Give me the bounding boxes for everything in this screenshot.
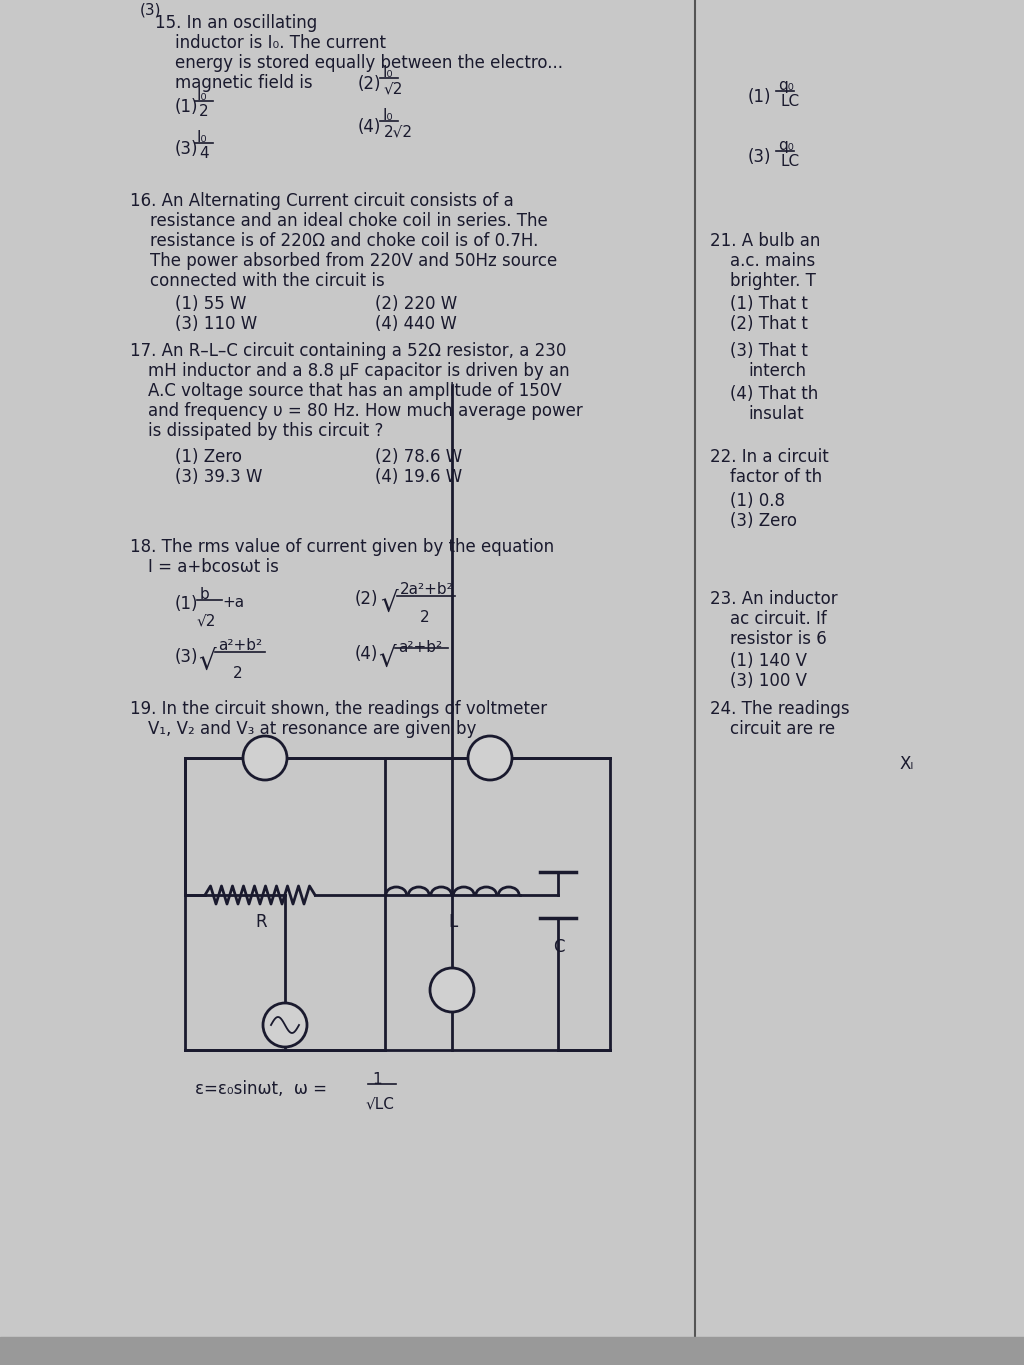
Text: a²+b²: a²+b² [398,640,442,655]
Text: V₁: V₁ [257,767,272,781]
Text: (2) 78.6 W: (2) 78.6 W [375,448,462,465]
Text: resistor is 6: resistor is 6 [730,631,826,648]
Text: I₀: I₀ [382,108,392,123]
Text: 21. A bulb an: 21. A bulb an [710,232,820,250]
Text: resistance and an ideal choke coil in series. The: resistance and an ideal choke coil in se… [150,212,548,229]
Text: ε=ε₀sinωt,  ω =: ε=ε₀sinωt, ω = [195,1080,327,1097]
Text: (3) 100 V: (3) 100 V [730,672,807,689]
Circle shape [243,736,287,779]
Text: (1) 0.8: (1) 0.8 [730,491,785,511]
Text: magnetic field is: magnetic field is [175,74,312,91]
Text: resistance is of 220Ω and choke coil is of 0.7H.: resistance is of 220Ω and choke coil is … [150,232,539,250]
Text: (4) 19.6 W: (4) 19.6 W [375,468,462,486]
Text: (1) 20 V, 1 A: (1) 20 V, 1 A [830,1358,926,1365]
Text: 16. An Alternating Current circuit consists of a: 16. An Alternating Current circuit consi… [130,192,514,210]
Text: +a: +a [222,595,244,610]
Text: 1: 1 [372,1072,382,1087]
Text: The power absorbed from 220V and 50Hz source: The power absorbed from 220V and 50Hz so… [150,253,557,270]
Text: 23. An inductor: 23. An inductor [710,590,838,607]
Text: ac circuit. If: ac circuit. If [730,610,826,628]
Text: Xₗ: Xₗ [900,755,914,773]
Text: 24. The readings: 24. The readings [710,700,850,718]
Text: q₀: q₀ [778,138,794,153]
Text: (1) That t: (1) That t [730,295,808,313]
Text: a.c. mains: a.c. mains [730,253,815,270]
Text: 15. In an oscillating: 15. In an oscillating [155,14,317,31]
Text: 2√2: 2√2 [384,124,413,139]
Text: √2: √2 [384,81,403,96]
Text: (1): (1) [175,98,199,116]
Text: √: √ [198,648,216,676]
Text: brighter. T: brighter. T [730,272,816,289]
Text: connected with the circuit is: connected with the circuit is [150,272,385,289]
Text: 2: 2 [233,666,243,681]
Text: I₀: I₀ [382,66,392,81]
Text: V₂: V₂ [482,767,497,781]
Text: energy is stored equally between the electro...: energy is stored equally between the ele… [175,55,563,72]
Text: (1) Zero: (1) Zero [175,448,242,465]
Text: I₀: I₀ [197,87,208,102]
Text: V₁, V₂ and V₃ at resonance are given by: V₁, V₂ and V₃ at resonance are given by [148,719,476,738]
Text: (3): (3) [175,648,199,666]
Text: (2) 220 W: (2) 220 W [375,295,458,313]
Text: √: √ [378,646,395,673]
Text: mH inductor and a 8.8 μF capacitor is driven by an: mH inductor and a 8.8 μF capacitor is dr… [148,362,569,379]
Text: insulat: insulat [748,405,804,423]
Text: and frequency υ = 80 Hz. How much average power: and frequency υ = 80 Hz. How much averag… [148,403,583,420]
Text: (1) 140 V: (1) 140 V [730,652,807,670]
Text: factor of th: factor of th [730,468,822,486]
Text: √: √ [380,590,397,618]
Text: 17. An R–L–C circuit containing a 52Ω resistor, a 230: 17. An R–L–C circuit containing a 52Ω re… [130,343,566,360]
Text: R: R [255,913,266,931]
Text: (1) 55 W: (1) 55 W [175,295,247,313]
Text: (3): (3) [175,141,199,158]
Text: 18. The rms value of current given by the equation: 18. The rms value of current given by th… [130,538,554,556]
Text: (3) That t: (3) That t [730,343,808,360]
Text: I = a+bcosωt is: I = a+bcosωt is [148,558,279,576]
Text: is dissipated by this circuit ?: is dissipated by this circuit ? [148,422,383,440]
Text: (3) 39.3 W: (3) 39.3 W [175,468,262,486]
Bar [0,1336,1024,1365]
Text: b: b [200,587,210,602]
Text: (1): (1) [748,87,771,106]
Text: √2: √2 [197,613,216,628]
Text: (2): (2) [355,590,379,607]
Text: 2: 2 [199,104,209,119]
Circle shape [263,1003,307,1047]
Text: 2: 2 [420,610,430,625]
Text: (2): (2) [358,75,382,93]
Text: 19. In the circuit shown, the readings of voltmeter: 19. In the circuit shown, the readings o… [130,700,547,718]
Text: inductor is I₀. The current: inductor is I₀. The current [175,34,386,52]
Text: 4: 4 [199,146,209,161]
Text: 22. In a circuit: 22. In a circuit [710,448,828,465]
Text: (3) Zero: (3) Zero [730,512,797,530]
Text: LC: LC [780,94,799,109]
Text: 2a²+b²: 2a²+b² [400,581,454,597]
Text: (1): (1) [175,595,199,613]
Text: C: C [553,938,564,956]
Text: A.C voltage source that has an amplitude of 150V: A.C voltage source that has an amplitude… [148,382,561,400]
Text: (4) 440 W: (4) 440 W [375,315,457,333]
Text: LC: LC [780,154,799,169]
Text: (3) 110 W: (3) 110 W [175,315,257,333]
Text: (4): (4) [355,646,379,663]
Text: V₃: V₃ [444,999,459,1013]
Text: a²+b²: a²+b² [218,637,262,652]
Circle shape [430,968,474,1011]
Text: √LC: √LC [366,1096,395,1111]
Text: I₀: I₀ [197,130,208,145]
Text: L: L [449,913,458,931]
Text: (4) That th: (4) That th [730,385,818,403]
Circle shape [468,736,512,779]
Text: (3): (3) [140,1,162,16]
Text: (3): (3) [748,147,771,167]
Text: (4): (4) [358,117,381,136]
Text: (2) That t: (2) That t [730,315,808,333]
Text: interch: interch [748,362,806,379]
Text: circuit are re: circuit are re [730,719,836,738]
Text: q₀: q₀ [778,78,794,93]
Text: Aakash Ed: Aakash Ed [10,1358,90,1365]
